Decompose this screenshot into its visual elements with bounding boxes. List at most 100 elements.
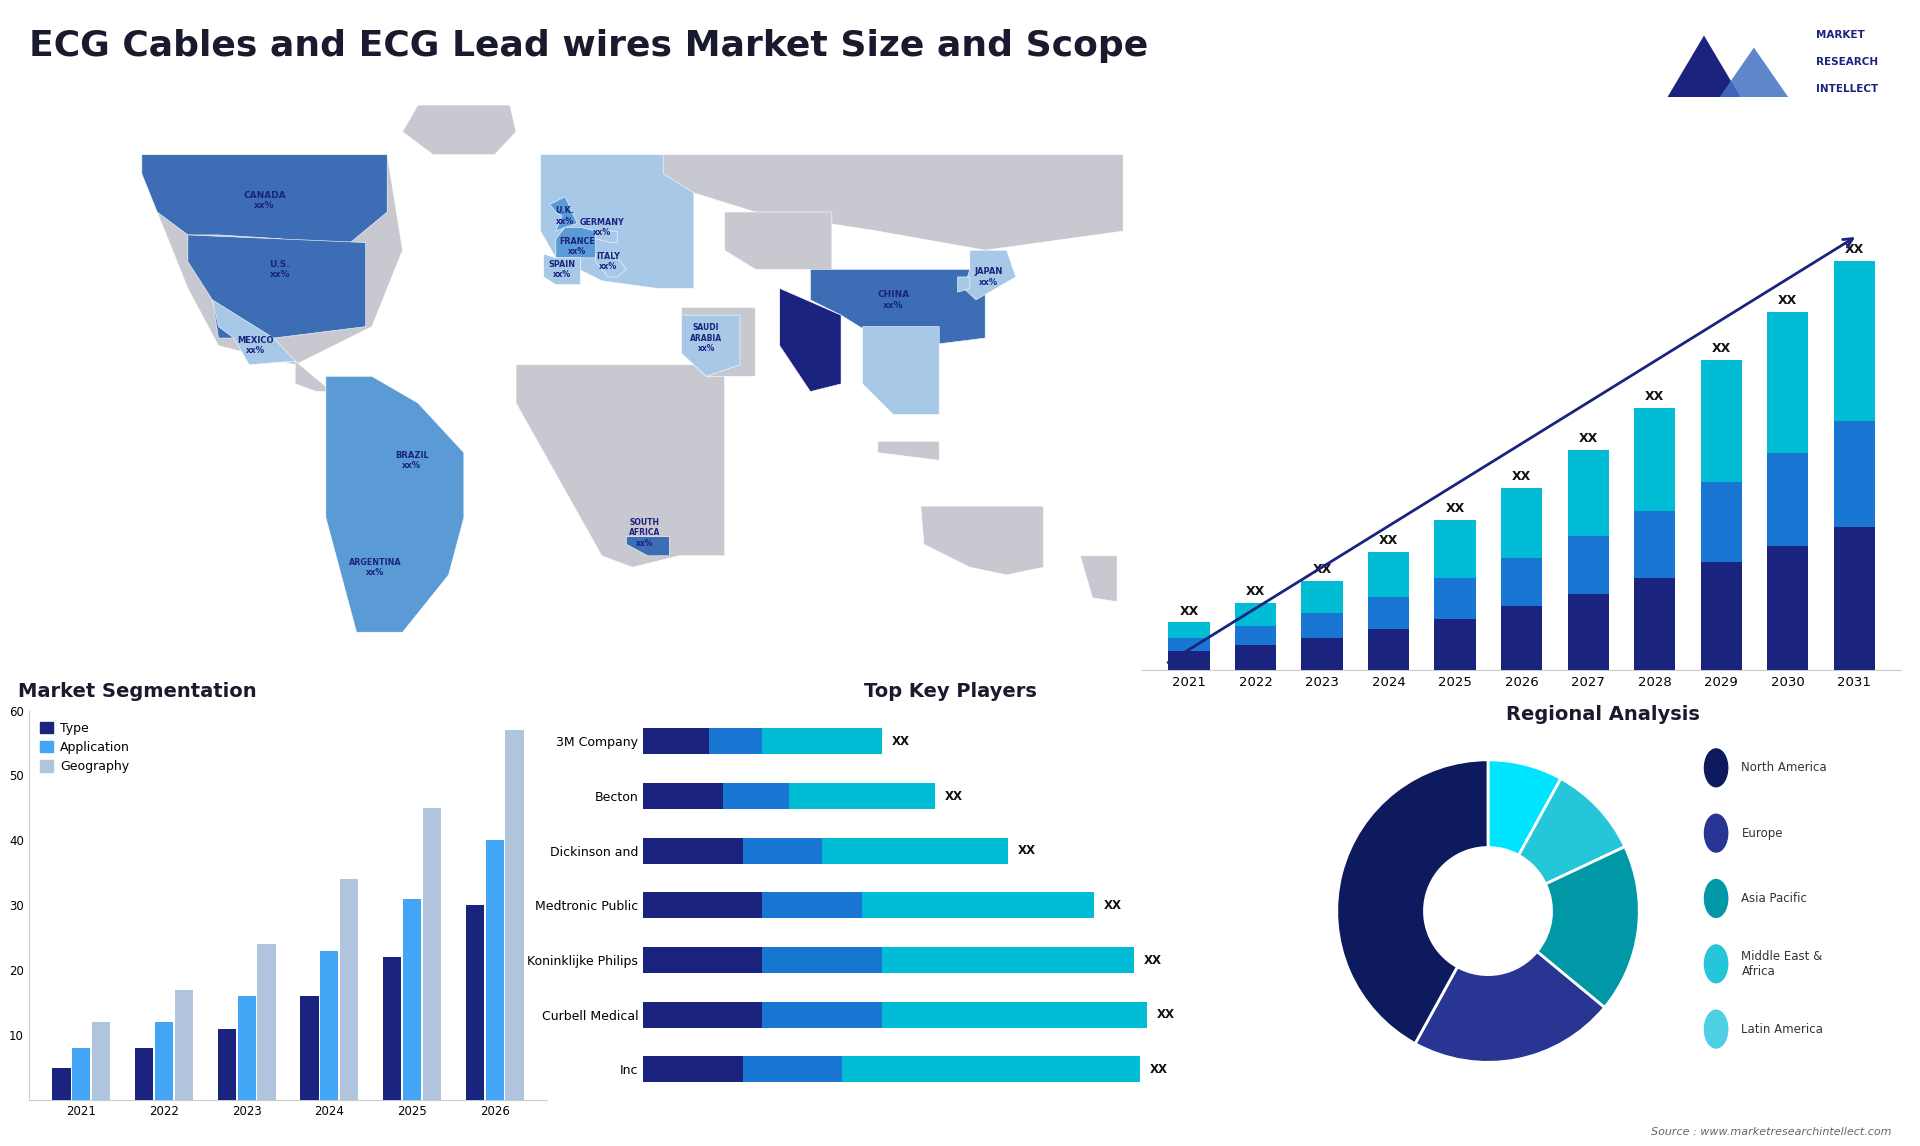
Bar — [1434, 520, 1476, 578]
Bar — [643, 1057, 743, 1083]
Text: INTELLECT: INTELLECT — [1816, 84, 1878, 94]
Text: Asia Pacific: Asia Pacific — [1741, 892, 1807, 905]
Bar — [1501, 488, 1542, 558]
Bar — [643, 838, 743, 864]
Bar — [822, 838, 1008, 864]
Bar — [382, 957, 401, 1100]
Bar — [1634, 510, 1676, 578]
Bar — [134, 1049, 154, 1100]
Bar — [643, 1002, 762, 1028]
Bar — [422, 808, 442, 1100]
Polygon shape — [862, 327, 939, 415]
Bar — [1302, 581, 1342, 613]
Text: MARKET: MARKET — [1816, 30, 1864, 39]
Text: Market Segmentation: Market Segmentation — [19, 682, 257, 700]
Text: XX: XX — [1313, 563, 1332, 576]
Text: CANADA
xx%: CANADA xx% — [244, 191, 286, 210]
Bar — [1766, 453, 1809, 545]
Text: GERMANY
xx%: GERMANY xx% — [580, 218, 624, 237]
Polygon shape — [188, 235, 365, 338]
Bar — [1634, 578, 1676, 670]
Bar — [643, 728, 710, 754]
Text: XX: XX — [1778, 295, 1797, 307]
Polygon shape — [682, 307, 755, 376]
Bar — [1567, 449, 1609, 536]
Bar — [743, 838, 822, 864]
Bar — [1634, 408, 1676, 510]
Polygon shape — [682, 315, 739, 376]
Polygon shape — [877, 441, 939, 461]
Polygon shape — [1653, 36, 1755, 120]
Bar — [1169, 651, 1210, 670]
Text: XX: XX — [1018, 845, 1035, 857]
Wedge shape — [1336, 760, 1488, 1044]
Bar — [722, 783, 789, 809]
Bar — [486, 840, 503, 1100]
Text: Regional Analysis: Regional Analysis — [1507, 705, 1699, 724]
Bar — [238, 996, 255, 1100]
Bar — [762, 728, 881, 754]
Bar — [1766, 312, 1809, 453]
Bar — [1434, 578, 1476, 619]
Bar — [1367, 629, 1409, 670]
Bar — [1834, 526, 1874, 670]
Bar — [643, 783, 722, 809]
Text: XX: XX — [1511, 470, 1532, 484]
Text: XX: XX — [891, 735, 910, 748]
Polygon shape — [724, 212, 831, 269]
Polygon shape — [549, 197, 578, 231]
Bar — [762, 1002, 881, 1028]
Bar — [1567, 594, 1609, 670]
Bar — [340, 879, 359, 1100]
Text: XX: XX — [1578, 432, 1597, 445]
Polygon shape — [964, 250, 1016, 300]
Bar — [175, 990, 194, 1100]
Bar — [789, 783, 935, 809]
Text: Source : www.marketresearchintellect.com: Source : www.marketresearchintellect.com — [1651, 1127, 1891, 1137]
Bar — [1235, 603, 1277, 626]
Bar — [403, 898, 420, 1100]
Text: U.S.
xx%: U.S. xx% — [269, 260, 290, 278]
Polygon shape — [810, 269, 985, 346]
Bar — [881, 1002, 1146, 1028]
Polygon shape — [326, 376, 465, 633]
Text: XX: XX — [1104, 898, 1121, 912]
Legend: Type, Application, Geography: Type, Application, Geography — [35, 716, 134, 778]
Polygon shape — [958, 277, 970, 292]
Polygon shape — [922, 507, 1043, 575]
Polygon shape — [595, 254, 626, 277]
Text: XX: XX — [1150, 1062, 1167, 1076]
Bar — [862, 893, 1094, 918]
Text: ITALY
xx%: ITALY xx% — [595, 252, 620, 272]
Text: XX: XX — [1711, 343, 1730, 355]
Polygon shape — [403, 105, 516, 155]
Text: INDIA
xx%: INDIA xx% — [797, 336, 826, 355]
Bar — [1766, 545, 1809, 670]
Text: SAUDI
ARABIA
xx%: SAUDI ARABIA xx% — [689, 323, 722, 353]
Bar — [1169, 622, 1210, 638]
Text: SOUTH
AFRICA
xx%: SOUTH AFRICA xx% — [630, 518, 660, 548]
Bar — [92, 1022, 109, 1100]
Bar — [467, 905, 484, 1100]
Text: JAPAN
xx%: JAPAN xx% — [973, 267, 1002, 286]
Text: SPAIN
xx%: SPAIN xx% — [549, 260, 576, 278]
Polygon shape — [142, 155, 388, 250]
Text: North America: North America — [1741, 761, 1828, 775]
Bar — [1434, 619, 1476, 670]
Bar — [1834, 261, 1874, 421]
Polygon shape — [662, 155, 1123, 250]
Polygon shape — [1081, 556, 1117, 602]
Polygon shape — [296, 361, 332, 392]
Bar — [762, 947, 881, 973]
Circle shape — [1705, 1011, 1728, 1047]
Text: U.K.
xx%: U.K. xx% — [555, 206, 574, 226]
Text: BRAZIL
xx%: BRAZIL xx% — [396, 450, 428, 470]
Text: XX: XX — [1645, 391, 1665, 403]
Circle shape — [1705, 814, 1728, 853]
Bar — [1302, 638, 1342, 670]
Polygon shape — [541, 155, 693, 289]
Bar — [321, 951, 338, 1100]
Text: XX: XX — [945, 790, 962, 802]
Polygon shape — [543, 254, 580, 284]
Bar — [762, 893, 862, 918]
